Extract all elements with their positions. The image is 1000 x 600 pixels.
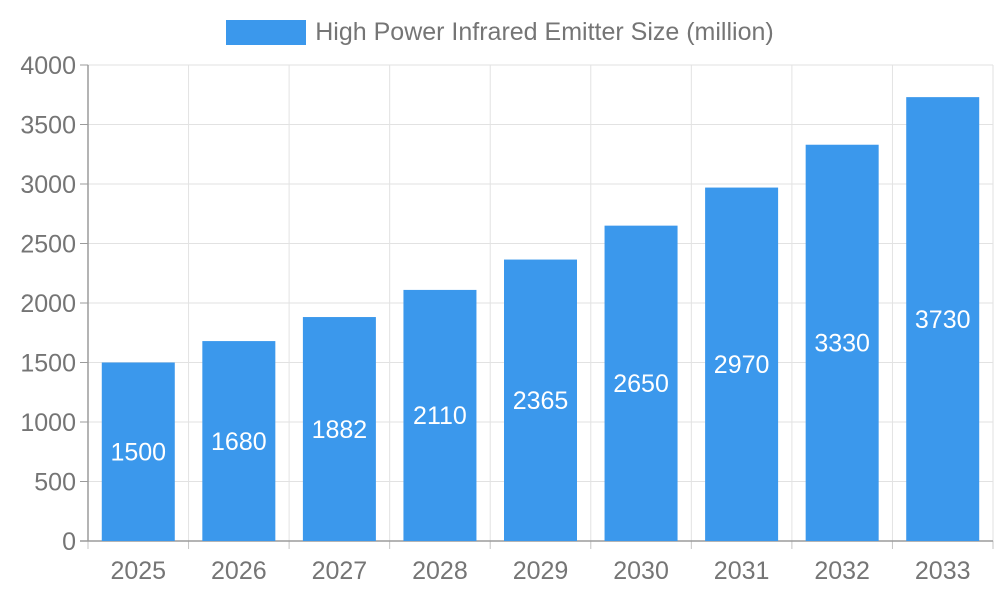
bar[interactable] <box>604 225 678 541</box>
bar-value-label: 2650 <box>613 370 669 398</box>
bar[interactable] <box>805 144 879 542</box>
x-tick-label: 2031 <box>714 557 770 585</box>
x-tick-label: 2029 <box>513 557 569 585</box>
x-tick-label: 2027 <box>312 557 368 585</box>
bar[interactable] <box>101 362 175 542</box>
bar[interactable] <box>906 97 980 541</box>
x-tick-label: 2032 <box>814 557 870 585</box>
bar[interactable] <box>403 289 477 541</box>
bar[interactable] <box>504 259 577 541</box>
bar-value-label: 1882 <box>312 416 368 444</box>
y-tick-label: 3000 <box>20 171 76 199</box>
bar-value-label: 1680 <box>211 428 267 456</box>
bar-value-label: 2110 <box>413 402 467 430</box>
chart-legend[interactable]: High Power Infrared Emitter Size (millio… <box>0 19 1000 46</box>
y-tick-label: 0 <box>62 528 76 556</box>
bar[interactable] <box>202 341 276 541</box>
y-tick-label: 1500 <box>20 349 76 377</box>
bar[interactable] <box>302 317 376 541</box>
y-tick-label: 1000 <box>20 409 76 437</box>
y-tick-label: 2000 <box>20 290 76 318</box>
x-tick-label: 2026 <box>211 557 267 585</box>
y-tick-label: 3500 <box>20 111 76 139</box>
bar-value-label: 2970 <box>714 351 770 379</box>
y-tick-label: 500 <box>34 468 76 496</box>
bar[interactable] <box>705 187 779 541</box>
y-tick-label: 2500 <box>20 230 76 258</box>
bar-value-label: 3330 <box>814 330 870 358</box>
y-tick-label: 4000 <box>20 52 76 80</box>
legend-swatch[interactable] <box>226 20 307 45</box>
legend-label[interactable]: High Power Infrared Emitter Size (millio… <box>315 18 774 46</box>
bar-value-label: 1500 <box>110 439 166 467</box>
x-tick-label: 2025 <box>110 557 166 585</box>
bar-value-label: 3730 <box>915 306 971 334</box>
x-tick-label: 2033 <box>915 557 971 585</box>
x-tick-label: 2028 <box>412 557 468 585</box>
x-tick-label: 2030 <box>613 557 669 585</box>
bar-value-label: 2365 <box>513 387 569 415</box>
